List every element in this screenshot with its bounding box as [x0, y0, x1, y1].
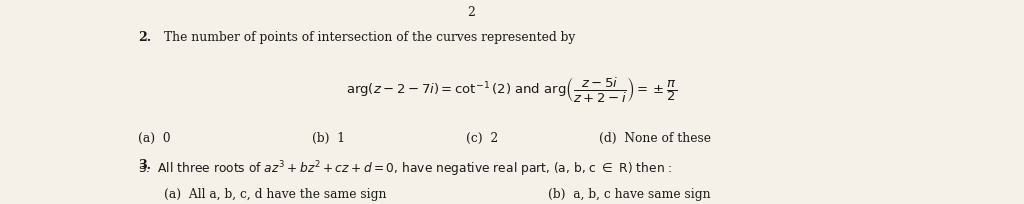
Text: $\arg(z-2-7i) = \cot^{-1}(2)$ and $\arg\!\left(\dfrac{z-5i}{z+2-i}\right) = \pm\: $\arg(z-2-7i) = \cot^{-1}(2)$ and $\arg\… — [346, 75, 678, 104]
Text: (b)  1: (b) 1 — [312, 132, 345, 145]
Text: (a)  0: (a) 0 — [138, 132, 171, 145]
Text: (d)  None of these: (d) None of these — [599, 132, 711, 145]
Text: The number of points of intersection of the curves represented by: The number of points of intersection of … — [164, 31, 575, 44]
Text: 3.  All three roots of $az^3 + bz^2 + cz + d = 0$, have negative real part, (a, : 3. All three roots of $az^3 + bz^2 + cz … — [138, 159, 673, 179]
Text: 2.: 2. — [138, 31, 152, 44]
Text: 2: 2 — [467, 6, 475, 19]
Text: (c)  2: (c) 2 — [466, 132, 498, 145]
Text: 3.: 3. — [138, 159, 152, 172]
Text: (b)  a, b, c have same sign: (b) a, b, c have same sign — [548, 188, 711, 201]
Text: (a)  All a, b, c, d have the same sign: (a) All a, b, c, d have the same sign — [164, 188, 386, 201]
